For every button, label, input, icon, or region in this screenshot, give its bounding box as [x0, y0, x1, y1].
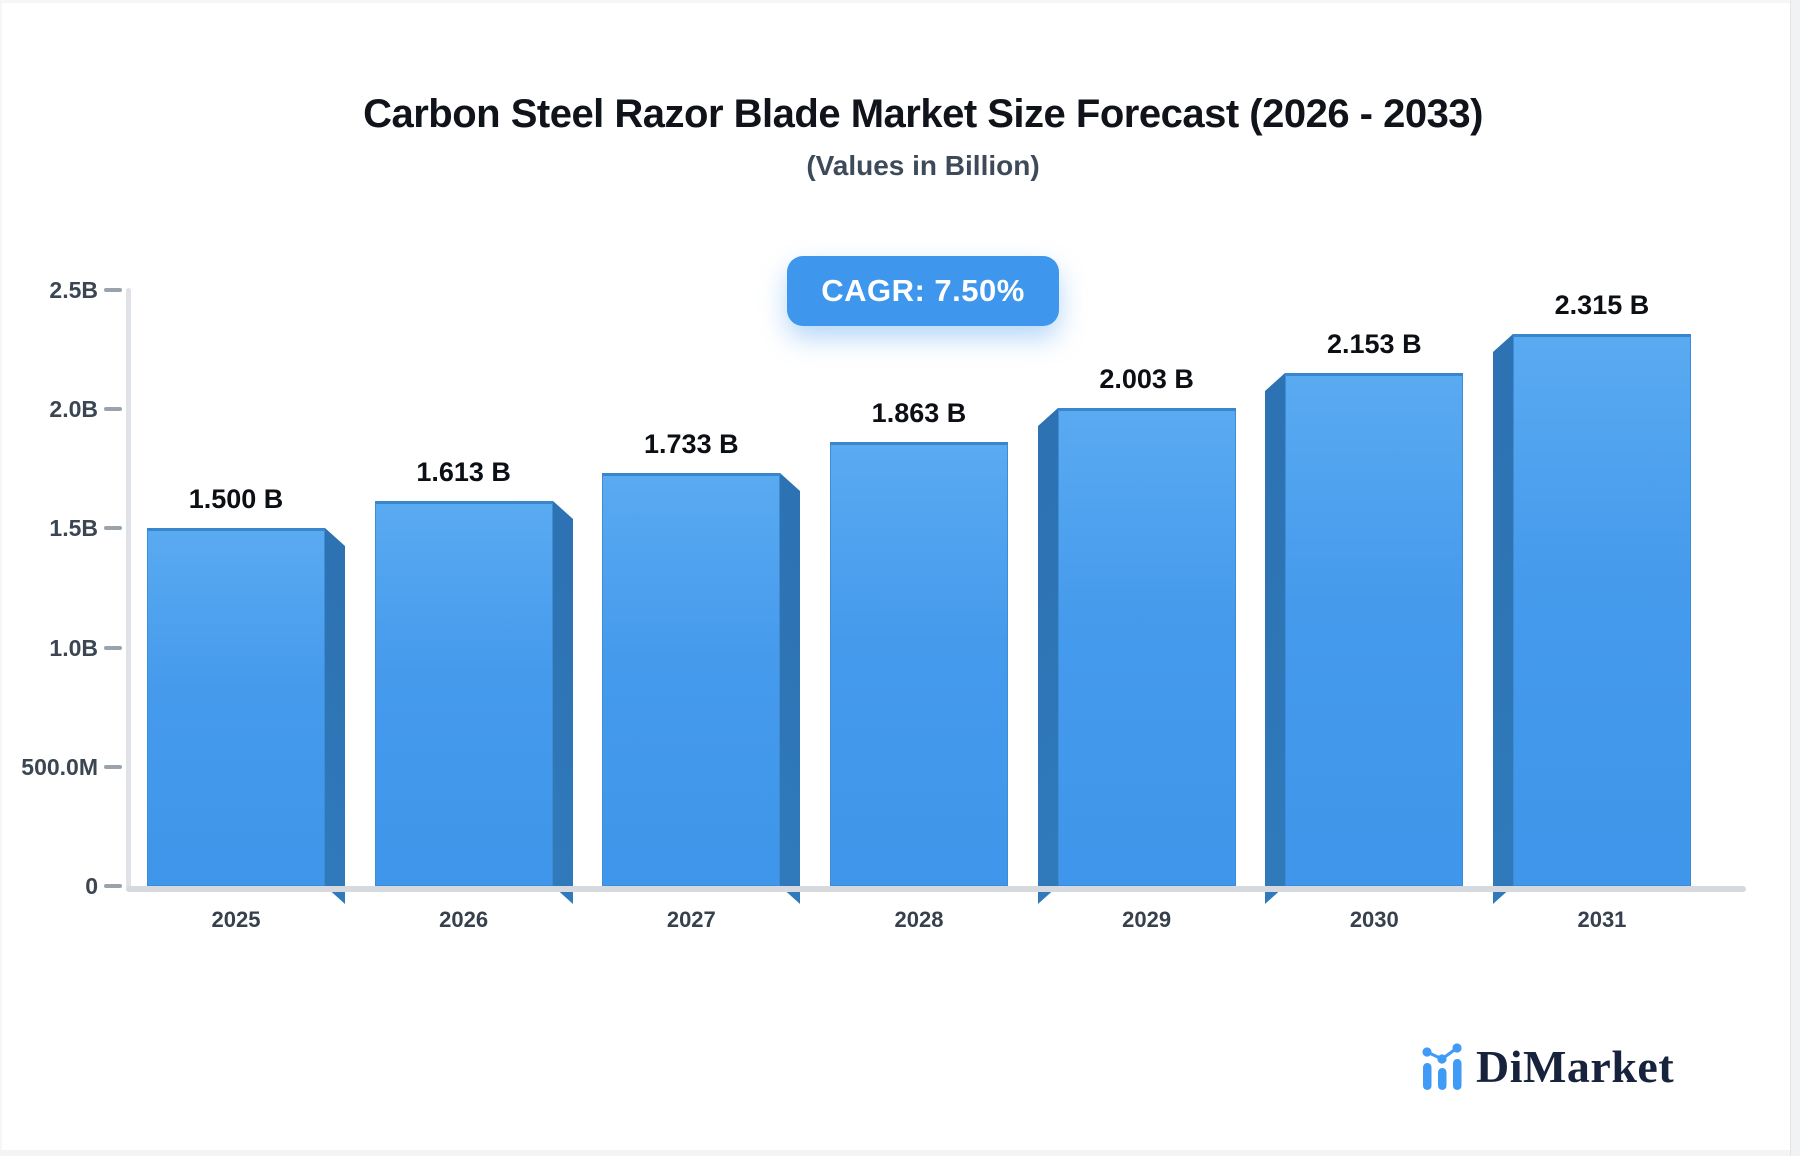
chart-title: Carbon Steel Razor Blade Market Size For…: [363, 92, 1483, 136]
bar-3d-side: [552, 501, 573, 905]
bar-line-chart-icon: [1422, 1043, 1462, 1090]
x-axis-label: 2029: [1122, 907, 1172, 932]
bar-value-label: 1.733 B: [644, 429, 739, 459]
x-axis-label: 2026: [439, 907, 489, 932]
bar-3d-side: [780, 473, 801, 905]
bar-3d-side: [325, 528, 345, 905]
bar-value-label: 2.315 B: [1554, 290, 1650, 320]
bar-3d-side: [1492, 334, 1513, 905]
y-axis-line: [126, 288, 131, 889]
y-tick-dash: [104, 884, 122, 888]
bar-value-label: 1.613 B: [416, 457, 511, 487]
x-axis-label: 2030: [1349, 907, 1399, 932]
y-axis-label: 0: [85, 873, 98, 899]
y-axis-label: 1.5B: [49, 515, 98, 542]
bar-2025[interactable]: [147, 528, 325, 886]
scrollbar[interactable]: [1790, 0, 1800, 1156]
cagr-badge-label: CAGR: 7.50%: [821, 273, 1025, 308]
bar-2029[interactable]: [1057, 408, 1236, 886]
x-axis-label: 2031: [1577, 907, 1627, 932]
frame-edge-top: [0, 0, 1800, 3]
brand-name: DiMarket: [1476, 1040, 1675, 1092]
y-axis-label: 500.0M: [21, 753, 98, 780]
bar-3d-side: [1265, 373, 1286, 905]
bar-2026[interactable]: [374, 501, 553, 886]
y-tick-dash: [104, 526, 122, 531]
y-axis-label: 2.5B: [49, 277, 98, 303]
frame-edge-bottom: [0, 1150, 1800, 1156]
x-axis-baseline: [126, 886, 1746, 892]
bar-2030[interactable]: [1285, 373, 1464, 886]
brand-logo: DiMarket: [1422, 1040, 1674, 1092]
y-axis-label: 1.0B: [49, 634, 98, 661]
y-tick-dash: [104, 288, 122, 292]
y-tick-dash: [104, 407, 122, 412]
bar-value-label: 1.500 B: [188, 484, 284, 514]
chart-subtitle: (Values in Billion): [806, 150, 1040, 181]
bar-value-label: 2.153 B: [1327, 329, 1422, 359]
frame-edge-left: [0, 0, 2, 1156]
y-tick-dash: [104, 764, 122, 769]
cagr-badge: CAGR: 7.50%: [787, 256, 1059, 326]
x-axis-label: 2025: [211, 907, 261, 932]
x-axis-label: 2027: [666, 907, 716, 932]
bar-2028[interactable]: [829, 442, 1008, 886]
bar-2031[interactable]: [1512, 334, 1691, 886]
bar-3d-side: [1037, 408, 1058, 905]
bar-2027[interactable]: [602, 473, 781, 886]
bar-value-label: 1.863 B: [871, 398, 967, 428]
y-tick-dash: [104, 645, 122, 650]
y-axis-label: 2.0B: [49, 396, 98, 423]
bar-value-label: 2.003 B: [1099, 364, 1194, 394]
x-axis-label: 2028: [894, 907, 944, 932]
